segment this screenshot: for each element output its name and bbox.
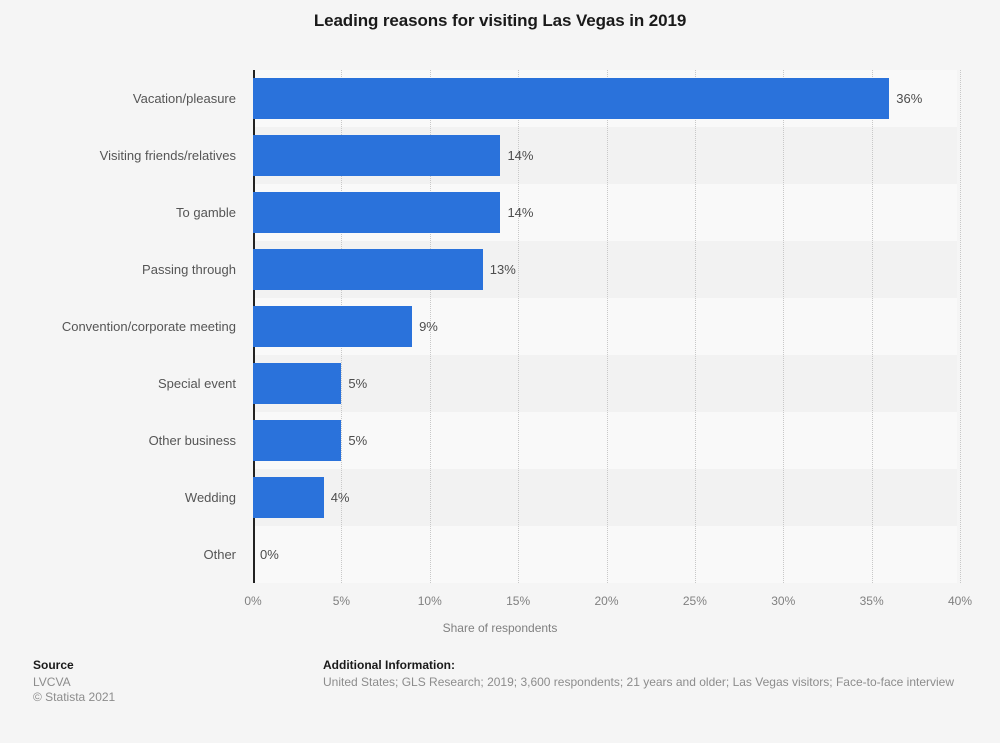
category-label: Passing through (142, 262, 236, 277)
bar (253, 249, 483, 290)
category-label: Other (203, 547, 236, 562)
source-name: LVCVA (33, 675, 71, 689)
bar (253, 78, 890, 119)
x-tick-label: 20% (594, 594, 619, 608)
x-tick-label: 5% (332, 594, 351, 608)
gridline (783, 70, 785, 583)
row-band (253, 355, 957, 412)
x-tick-label: 40% (947, 594, 973, 608)
bar-value-label: 5% (348, 433, 368, 448)
bar-value-label: 9% (419, 319, 438, 334)
category-label: Vacation/pleasure (132, 91, 236, 106)
bar-value-label: 14% (507, 148, 534, 163)
x-axis-title: Share of respondents (442, 621, 558, 635)
chart-footer: Source LVCVA © Statista 2021 Additional … (0, 655, 1000, 743)
gridline (606, 70, 608, 583)
bar-value-label: 4% (330, 490, 350, 505)
category-label: Other business (148, 433, 236, 448)
row-band (253, 469, 957, 526)
x-tick-label: 35% (859, 594, 884, 608)
gridline (518, 70, 520, 583)
category-label: To gamble (176, 205, 236, 220)
row-band (253, 526, 957, 583)
copyright-text: © Statista 2021 (33, 690, 116, 704)
page-title: Leading reasons for visiting Las Vegas i… (313, 11, 687, 30)
x-tick-label: 25% (682, 594, 707, 608)
chart-plot-area: 36% 14% 14% 13% 9% 5% 5% 4% 0% (253, 70, 961, 583)
source-block: Source LVCVA © Statista 2021 (33, 658, 115, 705)
source-heading: Source (33, 658, 74, 672)
bar-value-label: 14% (507, 205, 534, 220)
gridline (871, 70, 873, 583)
bar (253, 192, 501, 233)
x-tick-label: 0% (244, 594, 262, 608)
bar (253, 420, 342, 461)
gridline (694, 70, 696, 583)
x-tick-label: 10% (417, 594, 442, 608)
gridline (960, 70, 961, 583)
gridline (429, 70, 431, 583)
bar (253, 363, 342, 404)
bar (253, 477, 324, 518)
bar (253, 306, 413, 347)
additional-information-block: Additional Information: United States; G… (323, 658, 954, 690)
additional-information-text: United States; GLS Research; 2019; 3,600… (323, 675, 955, 689)
bar (253, 135, 501, 176)
additional-information-heading: Additional Information: (323, 658, 455, 672)
bar-value-label: 0% (260, 547, 279, 562)
row-band (253, 412, 957, 469)
category-label: Visiting friends/relatives (99, 148, 236, 163)
category-label: Convention/corporate meeting (61, 319, 236, 334)
x-tick-label: 30% (771, 594, 796, 608)
bar-value-label: 36% (896, 91, 923, 106)
x-tick-label: 15% (506, 594, 531, 608)
bar-value-label: 13% (489, 262, 516, 277)
bar-value-label: 5% (348, 376, 368, 391)
category-label: Special event (157, 376, 236, 391)
category-label: Wedding (184, 490, 236, 505)
